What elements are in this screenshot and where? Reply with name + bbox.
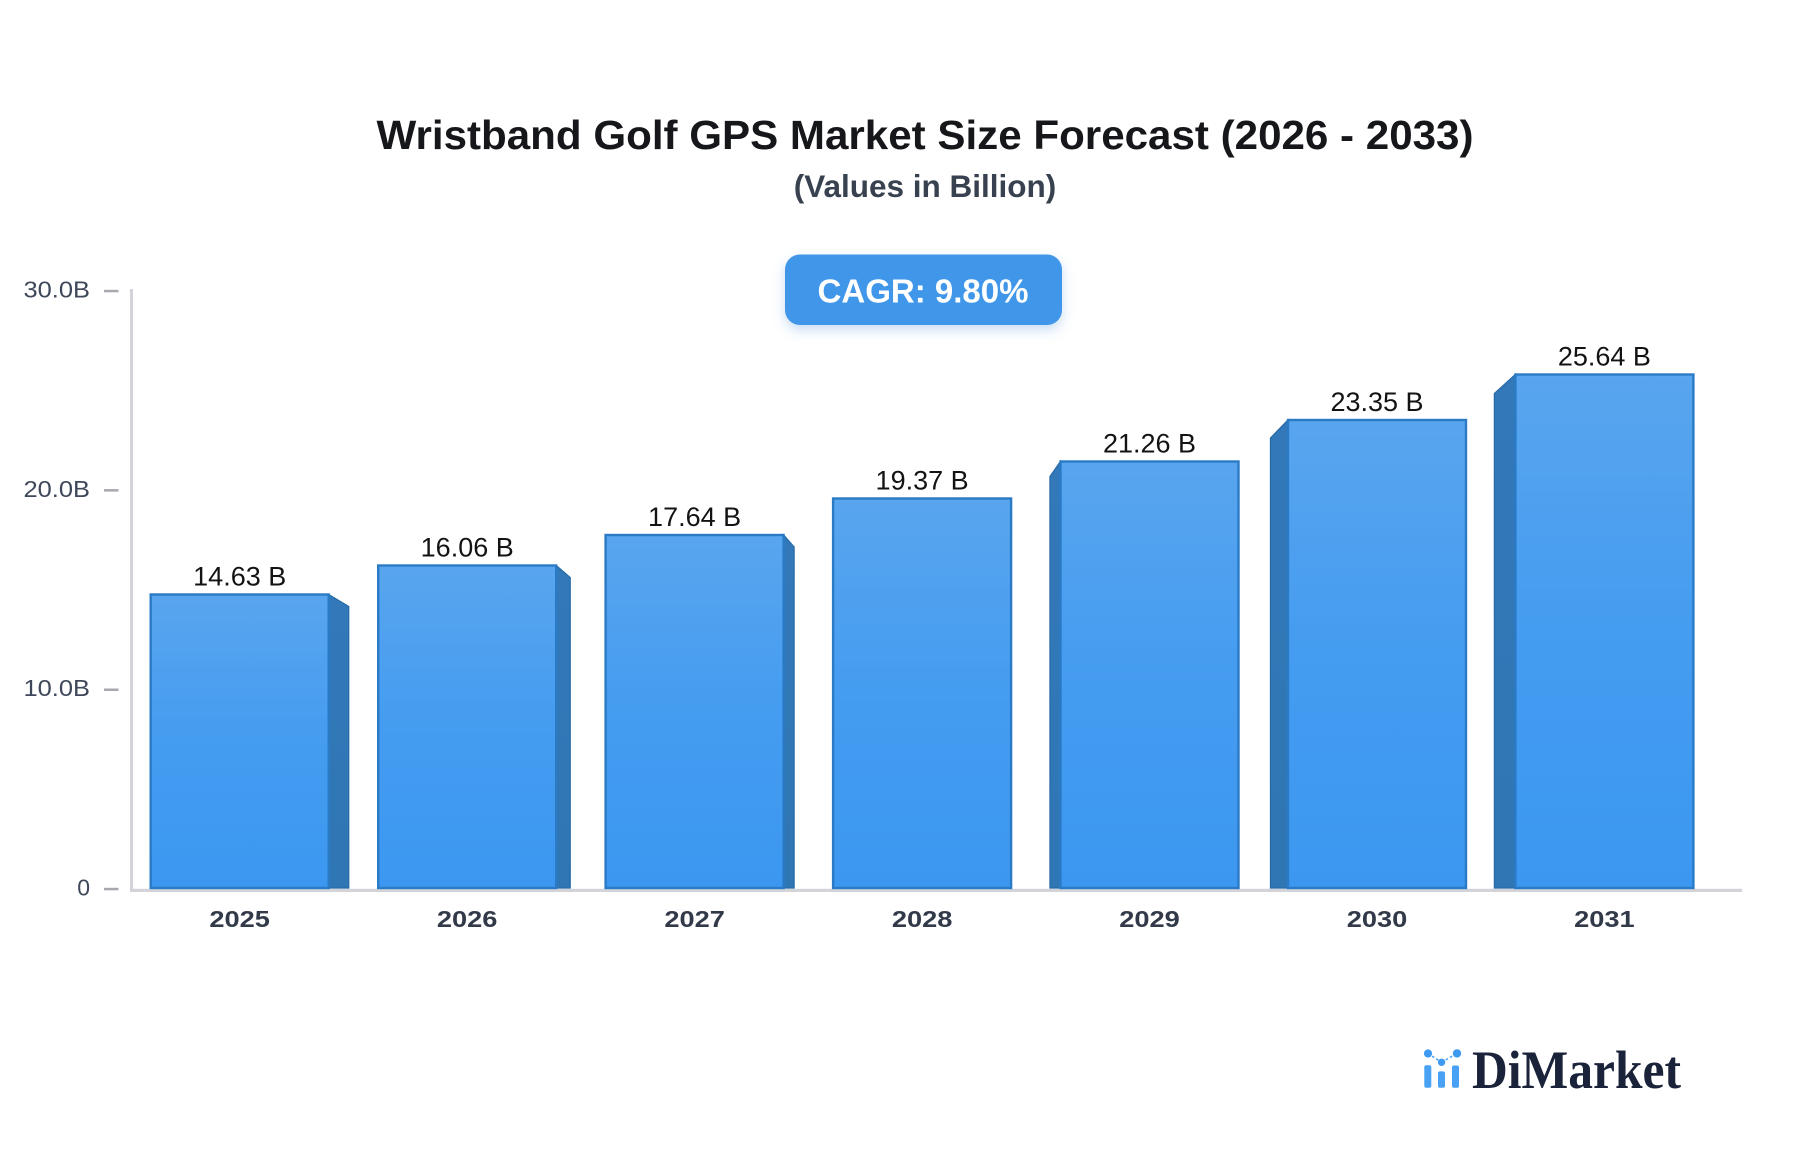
svg-text:21.26 B: 21.26 B [1103, 429, 1196, 459]
svg-text:20.0B: 20.0B [24, 476, 91, 502]
svg-text:CAGR: 9.80%: CAGR: 9.80% [818, 273, 1029, 310]
svg-text:Wristband Golf GPS Market Size: Wristband Golf GPS Market Size Forecast … [377, 112, 1474, 158]
svg-text:2026: 2026 [437, 906, 498, 932]
svg-text:2025: 2025 [209, 906, 270, 932]
svg-text:25.64 B: 25.64 B [1558, 342, 1651, 372]
svg-text:(Values in Billion): (Values in Billion) [794, 168, 1057, 204]
svg-text:2029: 2029 [1119, 906, 1180, 932]
svg-text:10.0B: 10.0B [24, 675, 91, 701]
svg-text:2030: 2030 [1347, 906, 1408, 932]
svg-text:2027: 2027 [664, 906, 725, 932]
svg-text:2028: 2028 [892, 906, 953, 932]
svg-text:17.64 B: 17.64 B [648, 502, 741, 532]
svg-text:0: 0 [77, 875, 90, 901]
svg-text:14.63 B: 14.63 B [193, 562, 286, 592]
svg-text:23.35 B: 23.35 B [1330, 387, 1423, 417]
svg-text:30.0B: 30.0B [24, 277, 91, 303]
svg-text:2031: 2031 [1574, 906, 1635, 932]
svg-text:DiMarket: DiMarket [1472, 1040, 1681, 1100]
svg-text:19.37 B: 19.37 B [876, 466, 969, 496]
svg-text:16.06 B: 16.06 B [421, 533, 514, 563]
